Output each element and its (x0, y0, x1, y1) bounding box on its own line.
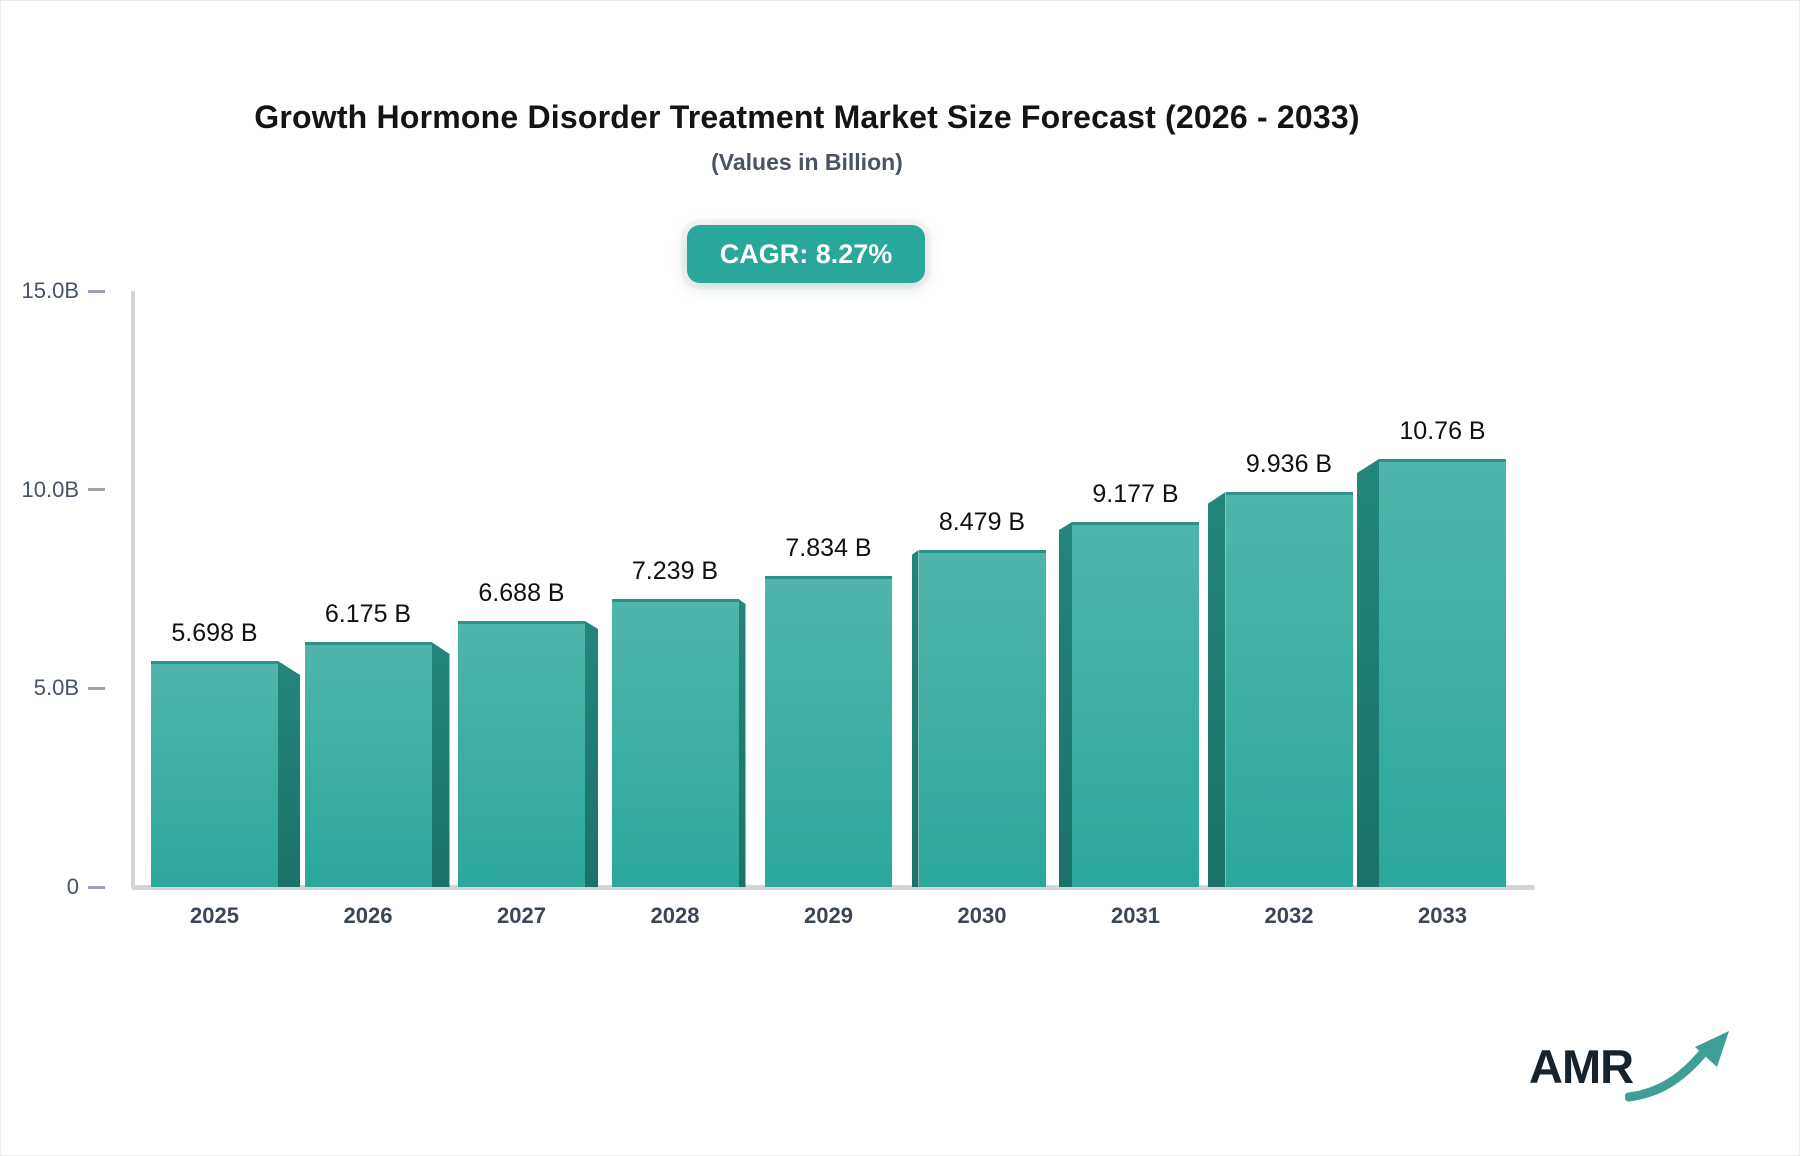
bar-2026 (304, 642, 432, 887)
y-tick-mark (88, 686, 105, 690)
bar-value-2032: 9.936 B (1245, 450, 1333, 478)
y-axis-line (131, 291, 135, 887)
x-tick-label-2028: 2028 (650, 903, 700, 928)
y-tick-label-10.0B: 10.0B (21, 476, 80, 502)
y-tick-mark (88, 488, 105, 492)
bar-2030-side (911, 550, 919, 887)
x-tick-label-2033: 2033 (1418, 903, 1467, 928)
bar-value-2031: 9.177 B (1092, 480, 1179, 508)
bar-value-2033: 10.76 B (1399, 417, 1486, 445)
y-tick-label-5.0B: 5.0B (33, 675, 79, 701)
bar-2033 (1379, 459, 1506, 887)
bar-value-2027: 6.688 B (478, 579, 565, 607)
amr-logo-text: AMR (1529, 1040, 1634, 1093)
bar-2030 (918, 550, 1046, 887)
y-tick-label-0: 0 (66, 874, 79, 899)
x-tick-label-2032: 2032 (1264, 903, 1314, 928)
y-tick-label-15.0B: 15.0B (21, 278, 80, 303)
bar-2029 (765, 576, 892, 887)
bar-2032 (1225, 492, 1353, 887)
cagr-badge: CAGR: 8.27% (687, 225, 925, 283)
bar-2028-side (738, 599, 746, 887)
bar-2028 (611, 599, 739, 887)
x-tick-label-2029: 2029 (804, 903, 853, 928)
x-axis-baseline (131, 885, 1535, 890)
x-tick-label-2031: 2031 (1111, 903, 1160, 928)
y-tick-mark (88, 289, 105, 293)
bar-2031 (1072, 522, 1199, 887)
bar-2025 (151, 661, 278, 887)
bar-2027-side (585, 621, 598, 887)
bar-value-2025: 5.698 B (171, 619, 258, 647)
amr-logo: AMR (1529, 1029, 1739, 1113)
y-tick-mark (88, 885, 105, 889)
logo-growth-arrow-icon (1625, 1031, 1729, 1102)
x-tick-label-2025: 2025 (190, 903, 239, 928)
bar-2026-side (431, 642, 450, 887)
cagr-badge-label: CAGR: 8.27% (719, 238, 893, 269)
bar-2033-side (1357, 459, 1379, 887)
chart-subtitle: (Values in Billion) (711, 149, 903, 175)
bar-2025-side (278, 661, 300, 887)
bar-value-2030: 8.479 B (938, 508, 1026, 536)
x-tick-label-2027: 2027 (497, 903, 546, 928)
bar-value-2026: 6.175 B (324, 600, 412, 628)
bar-2032-side (1207, 492, 1226, 887)
bar-value-2028: 7.239 B (631, 557, 719, 585)
bar-2031-side (1059, 522, 1072, 887)
bar-value-2029: 7.834 B (785, 534, 872, 562)
bar-2027 (458, 621, 585, 887)
x-tick-label-2030: 2030 (957, 903, 1007, 928)
x-tick-label-2026: 2026 (343, 903, 393, 928)
chart-title: Growth Hormone Disorder Treatment Market… (254, 99, 1360, 135)
